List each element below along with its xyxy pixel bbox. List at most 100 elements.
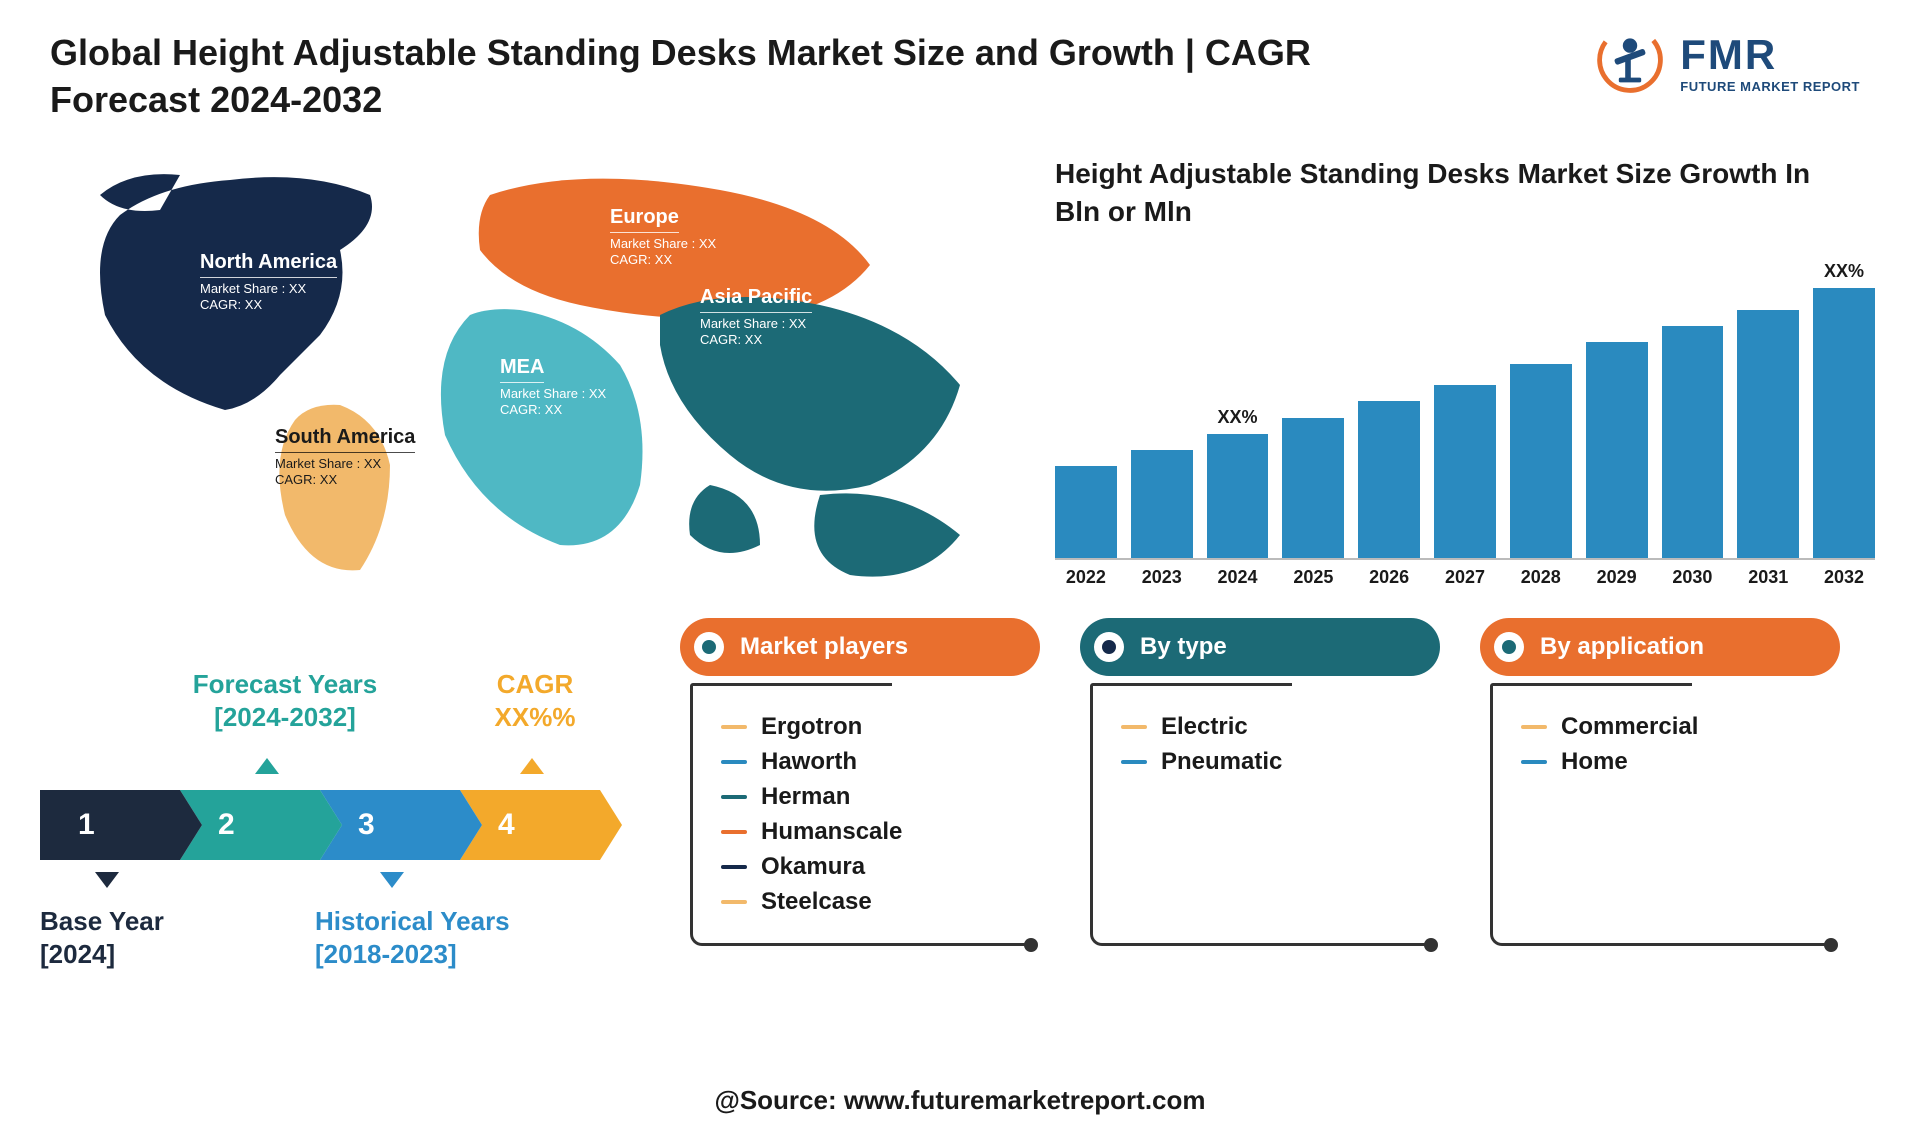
- region-label-europe: Europe Market Share : XXCAGR: XX: [610, 205, 716, 269]
- category-pill-label: By application: [1540, 633, 1704, 661]
- list-item: Home: [1521, 748, 1830, 776]
- category-list: Electric Pneumatic: [1093, 686, 1430, 803]
- tick-icon: [721, 760, 747, 764]
- bar-annotation: XX%: [1218, 407, 1258, 428]
- region-cagr: CAGR: XX: [610, 252, 716, 268]
- bar-chart: Height Adjustable Standing Desks Market …: [1055, 155, 1875, 595]
- bar-year-label: 2024: [1218, 567, 1258, 588]
- bar: [1737, 310, 1799, 558]
- bar-column: 2024XX%: [1207, 434, 1269, 558]
- category-bracket: Ergotron Haworth Herman Humanscale Okamura St…: [690, 686, 1030, 946]
- timeline-step: 1: [40, 790, 180, 860]
- bar-column: 2026: [1358, 401, 1420, 558]
- logo-text: FMR FUTURE MARKET REPORT: [1680, 31, 1860, 94]
- bar-column: 2027: [1434, 385, 1496, 558]
- category-column: Market players Ergotron Haworth Herman Human…: [680, 618, 1040, 946]
- region-mea: [441, 309, 643, 545]
- category-list: Commercial Home: [1493, 686, 1830, 803]
- tick-icon: [1521, 725, 1547, 729]
- category-bracket: Electric Pneumatic: [1090, 686, 1430, 946]
- region-name: MEA: [500, 355, 544, 383]
- list-item: Herman: [721, 783, 1030, 811]
- bar-year-label: 2029: [1597, 567, 1637, 588]
- bar-year-label: 2026: [1369, 567, 1409, 588]
- timeline-base-label: Base Year[2024]: [40, 905, 240, 970]
- bar-column: 2030: [1662, 326, 1724, 558]
- bar: [1207, 434, 1269, 558]
- bar: [1282, 418, 1344, 558]
- region-share: Market Share : XX: [275, 456, 415, 472]
- bar-column: 2023: [1131, 450, 1193, 558]
- list-item: Haworth: [721, 748, 1030, 776]
- dot-icon: [694, 632, 724, 662]
- list-item: Electric: [1121, 713, 1430, 741]
- bar: [1662, 326, 1724, 558]
- list-item-label: Pneumatic: [1161, 748, 1282, 776]
- triangle-down-icon: [95, 872, 119, 888]
- bar-year-label: 2030: [1672, 567, 1712, 588]
- tick-icon: [721, 725, 747, 729]
- title-line-2: Forecast 2024-2032: [50, 79, 382, 120]
- list-item-label: Ergotron: [761, 713, 862, 741]
- category-pill: Market players: [680, 618, 1040, 676]
- logo-main: FMR: [1680, 31, 1860, 79]
- region-cagr: CAGR: XX: [700, 332, 812, 348]
- bar: [1434, 385, 1496, 558]
- triangle-down-icon: [380, 872, 404, 888]
- region-share: Market Share : XX: [500, 386, 606, 402]
- bar-year-label: 2027: [1445, 567, 1485, 588]
- region-name: Europe: [610, 205, 679, 233]
- bar: [1358, 401, 1420, 558]
- region-name: North America: [200, 250, 337, 278]
- bar: [1131, 450, 1193, 558]
- bar-annotation: XX%: [1824, 261, 1864, 282]
- telescope-icon: [1590, 20, 1670, 105]
- region-name: South America: [275, 425, 415, 453]
- timeline-step-number: 1: [78, 808, 95, 842]
- list-item-label: Steelcase: [761, 888, 872, 916]
- list-item-label: Commercial: [1561, 713, 1698, 741]
- list-item-label: Okamura: [761, 853, 865, 881]
- world-map: North AmericaMarket Share : XXCAGR: XXSo…: [60, 155, 1000, 595]
- dot-icon: [1094, 632, 1124, 662]
- category-pill: By application: [1480, 618, 1840, 676]
- region-share: Market Share : XX: [700, 316, 812, 332]
- timeline-forecast-label: Forecast Years[2024-2032]: [170, 668, 400, 733]
- timeline-step-number: 4: [498, 808, 515, 842]
- region-cagr: CAGR: XX: [275, 472, 415, 488]
- category-column: By application Commercial Home: [1480, 618, 1840, 946]
- category-pill: By type: [1080, 618, 1440, 676]
- bar: [1510, 364, 1572, 558]
- timeline-steps: 1234: [40, 790, 600, 860]
- bar-column: 2022: [1055, 466, 1117, 558]
- bar-column: 2031: [1737, 310, 1799, 558]
- bar-year-label: 2022: [1066, 567, 1106, 588]
- triangle-up-icon: [255, 758, 279, 774]
- timeline-historical-label: Historical Years[2018-2023]: [315, 905, 575, 970]
- list-item-label: Haworth: [761, 748, 857, 776]
- bar-year-label: 2028: [1521, 567, 1561, 588]
- bar-year-label: 2031: [1748, 567, 1788, 588]
- category-list: Ergotron Haworth Herman Humanscale Okamura St…: [693, 686, 1030, 943]
- tick-icon: [1121, 725, 1147, 729]
- timeline-cagr-label: CAGRXX%%: [470, 668, 600, 733]
- bars-container: 202220232024XX%2025202620272028202920302…: [1055, 280, 1875, 560]
- category-pill-label: Market players: [740, 633, 908, 661]
- category-pill-label: By type: [1140, 633, 1227, 661]
- bar-year-label: 2023: [1142, 567, 1182, 588]
- page-title: Global Height Adjustable Standing Desks …: [50, 30, 1311, 124]
- list-item-label: Electric: [1161, 713, 1248, 741]
- bar-column: 2029: [1586, 342, 1648, 558]
- list-item: Okamura: [721, 853, 1030, 881]
- tick-icon: [721, 900, 747, 904]
- bar-column: 2032XX%: [1813, 288, 1875, 558]
- bar: [1813, 288, 1875, 558]
- list-item-label: Humanscale: [761, 818, 902, 846]
- region-cagr: CAGR: XX: [200, 297, 337, 313]
- tick-icon: [721, 865, 747, 869]
- list-item-label: Home: [1561, 748, 1628, 776]
- bar-column: 2028: [1510, 364, 1572, 558]
- list-item: Pneumatic: [1121, 748, 1430, 776]
- timeline-step-number: 2: [218, 808, 235, 842]
- region-share: Market Share : XX: [610, 236, 716, 252]
